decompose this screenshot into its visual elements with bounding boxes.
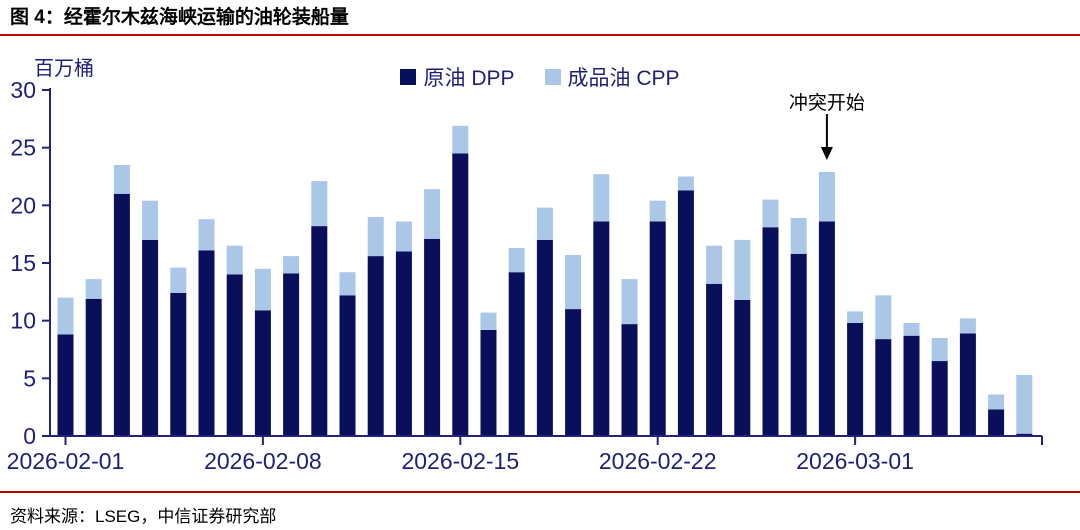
chart-area: 0 5 10 15 20 25 30 2026-02-01 2026-02-08 2026-02-… xyxy=(0,36,1080,491)
bar-segment-cpp xyxy=(367,216,384,257)
figure-title: 图 4：经霍尔木兹海峡运输的油轮装船量 xyxy=(10,7,349,28)
bar-segment-cpp xyxy=(480,312,497,330)
bar-segment-dpp xyxy=(536,239,553,436)
y-tick-label: 10 xyxy=(10,308,36,334)
bar-segment-cpp xyxy=(283,256,300,274)
bar-segment-cpp xyxy=(649,200,666,222)
bar-segment-dpp xyxy=(452,153,469,436)
bar-segment-cpp xyxy=(508,248,525,273)
bar-segment-dpp xyxy=(875,339,892,436)
bar-segment-cpp xyxy=(762,199,779,228)
bar-segment-dpp xyxy=(508,272,525,436)
bar-segment-dpp xyxy=(959,333,976,436)
bar-segment-dpp xyxy=(339,295,356,436)
bar-segment-dpp xyxy=(367,256,384,436)
bar-segment-dpp xyxy=(988,409,1005,436)
bar-segment-cpp xyxy=(85,279,102,299)
bar-segment-dpp xyxy=(931,361,948,436)
y-axis-unit-label: 百万桶 xyxy=(34,58,94,80)
bar-segment-cpp xyxy=(847,311,864,323)
x-tick-label: 2026-02-15 xyxy=(401,448,519,474)
bar-segment-cpp xyxy=(226,245,243,275)
bar-segment-cpp xyxy=(311,181,328,227)
bar-segment-dpp xyxy=(565,309,582,436)
bar-segment-cpp xyxy=(1016,374,1033,434)
bar-segment-dpp xyxy=(113,193,130,436)
bar-segment-cpp xyxy=(818,171,835,222)
bar-segment-dpp xyxy=(1016,433,1033,436)
bar-segment-cpp xyxy=(677,176,694,191)
bar-segment-dpp xyxy=(254,310,271,436)
bar-segment-cpp xyxy=(254,268,271,311)
y-tick-label: 5 xyxy=(23,365,36,391)
y-tick-label: 25 xyxy=(10,135,36,161)
x-tick-label: 2026-02-22 xyxy=(599,448,717,474)
bar-segment-dpp xyxy=(818,221,835,436)
bar-segment-cpp xyxy=(170,267,187,293)
bar-segment-dpp xyxy=(142,239,159,436)
bar-segment-dpp xyxy=(311,226,328,436)
bar-segment-dpp xyxy=(847,323,864,436)
bar-segment-dpp xyxy=(677,190,694,436)
bar-segment-cpp xyxy=(113,165,130,194)
bar-segment-dpp xyxy=(226,274,243,436)
bar-segment-dpp xyxy=(649,221,666,436)
bar-segment-dpp xyxy=(593,221,610,436)
x-tick-label: 2026-02-08 xyxy=(204,448,322,474)
y-tick-label: 15 xyxy=(10,250,36,276)
annotation-arrow-head xyxy=(820,147,833,160)
x-tick-label: 2026-03-01 xyxy=(796,448,914,474)
bar-segment-dpp xyxy=(424,238,441,436)
bar-segment-cpp xyxy=(959,318,976,334)
bar-segment-cpp xyxy=(988,394,1005,410)
bar-segment-dpp xyxy=(621,324,638,436)
bar-segment-cpp xyxy=(339,272,356,296)
bar-segment-cpp xyxy=(875,295,892,340)
bar-segment-cpp xyxy=(57,297,74,335)
bar-segment-dpp xyxy=(57,334,74,436)
conflict-annotation: 冲突开始 xyxy=(788,93,865,114)
bar-segment-cpp xyxy=(931,338,948,362)
bar-segment-dpp xyxy=(480,329,497,436)
figure-footer: 资料来源：LSEG，中信证券研究部 xyxy=(0,491,1080,527)
bar-segment-cpp xyxy=(734,239,751,300)
bar-segment-cpp xyxy=(452,125,469,154)
figure-header: 图 4：经霍尔木兹海峡运输的油轮装船量 xyxy=(0,0,1080,36)
bar-segment-dpp xyxy=(283,273,300,436)
bar-segment-cpp xyxy=(198,219,215,251)
bar-segment-dpp xyxy=(762,227,779,436)
chart-svg: 0 5 10 15 20 25 30 2026-02-01 2026-02-08 2026-02-… xyxy=(7,77,1043,474)
bar-segment-cpp xyxy=(593,174,610,222)
bar-segment-cpp xyxy=(424,189,441,239)
y-tick-label: 30 xyxy=(10,77,36,103)
bar-segment-dpp xyxy=(706,283,723,436)
y-tick-label: 0 xyxy=(23,423,36,449)
bar-segment-dpp xyxy=(170,293,187,436)
bar-segment-dpp xyxy=(734,299,751,436)
bar-segment-cpp xyxy=(565,254,582,310)
bar-segment-cpp xyxy=(621,279,638,325)
x-tick-label: 2026-02-01 xyxy=(7,448,125,474)
bar-segment-cpp xyxy=(536,207,553,240)
bar-segment-cpp xyxy=(903,323,920,336)
bar-segment-cpp xyxy=(395,221,412,252)
bar-segment-dpp xyxy=(903,335,920,436)
bar-segment-dpp xyxy=(395,251,412,436)
bar-segment-cpp xyxy=(706,245,723,284)
y-tick-label: 20 xyxy=(10,192,36,218)
bar-segment-cpp xyxy=(790,218,807,254)
source-note: 资料来源：LSEG，中信证券研究部 xyxy=(10,507,277,526)
bar-segment-dpp xyxy=(85,298,102,436)
bar-segment-dpp xyxy=(790,253,807,436)
bar-segment-cpp xyxy=(142,200,159,240)
bar-segment-dpp xyxy=(198,250,215,436)
